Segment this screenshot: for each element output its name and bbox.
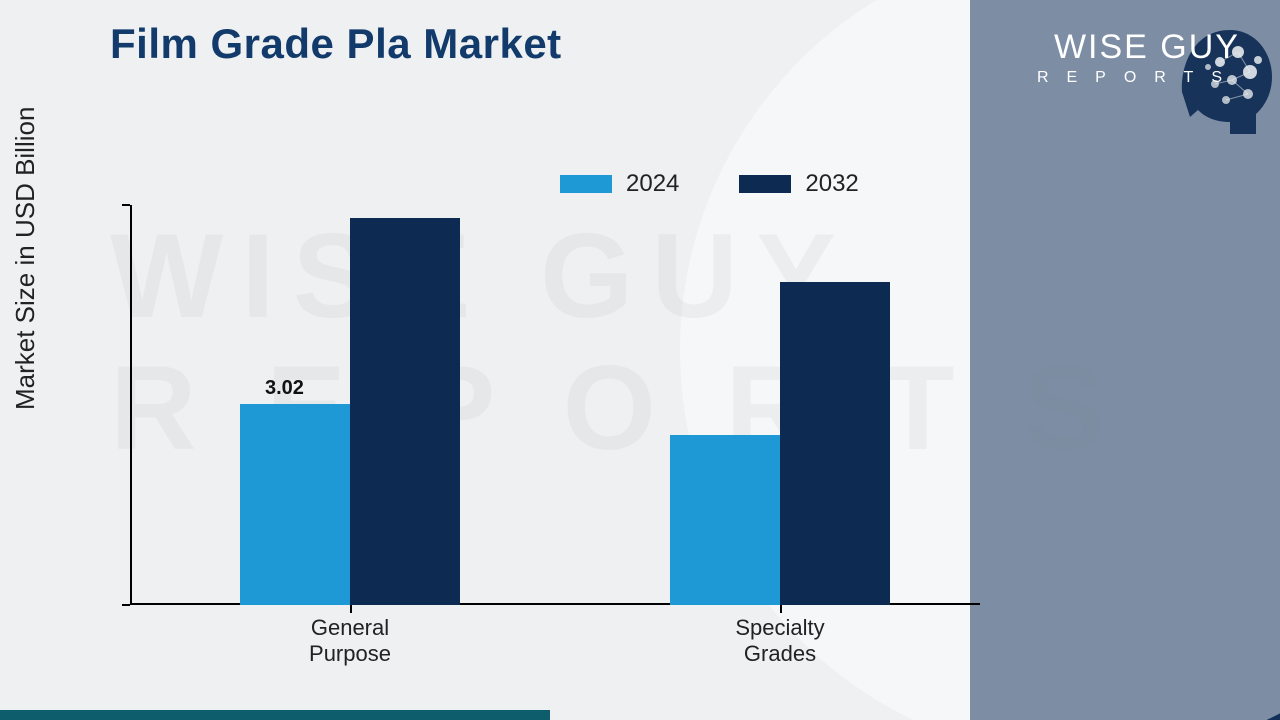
legend-label-2024: 2024 (626, 170, 679, 198)
chart-stage: WISE GUY REPORTS WISE GUY R E P O R T S … (0, 0, 1280, 720)
y-axis (130, 205, 132, 605)
brand-line2: REPORTS (1037, 69, 1240, 87)
y-axis-label: Market Size in USD Billion (10, 107, 41, 410)
bar-2032-0 (350, 218, 460, 605)
plot-area: GeneralPurpose3.02SpecialtyGrades (130, 205, 980, 605)
y-tick (122, 604, 130, 606)
brand-line1: WISE GUY (1037, 28, 1240, 67)
bar-2024-1 (670, 435, 780, 605)
legend-item-2024: 2024 (560, 170, 679, 198)
legend-label-2032: 2032 (805, 170, 858, 198)
legend-swatch-2024 (560, 175, 612, 193)
category-label: SpecialtyGrades (700, 615, 860, 668)
category-label: GeneralPurpose (270, 615, 430, 668)
legend-item-2032: 2032 (739, 170, 858, 198)
brand-logo: WISE GUY REPORTS (1037, 28, 1240, 87)
x-tick (780, 605, 782, 613)
bar-2024-0 (240, 404, 350, 605)
bar-2032-1 (780, 282, 890, 605)
legend: 2024 2032 (560, 170, 859, 198)
legend-swatch-2032 (739, 175, 791, 193)
x-tick (350, 605, 352, 613)
accent-bottom-bar (0, 710, 550, 720)
y-tick (122, 204, 130, 206)
bar-value-label: 3.02 (265, 377, 304, 400)
chart-title: Film Grade Pla Market (110, 20, 562, 68)
